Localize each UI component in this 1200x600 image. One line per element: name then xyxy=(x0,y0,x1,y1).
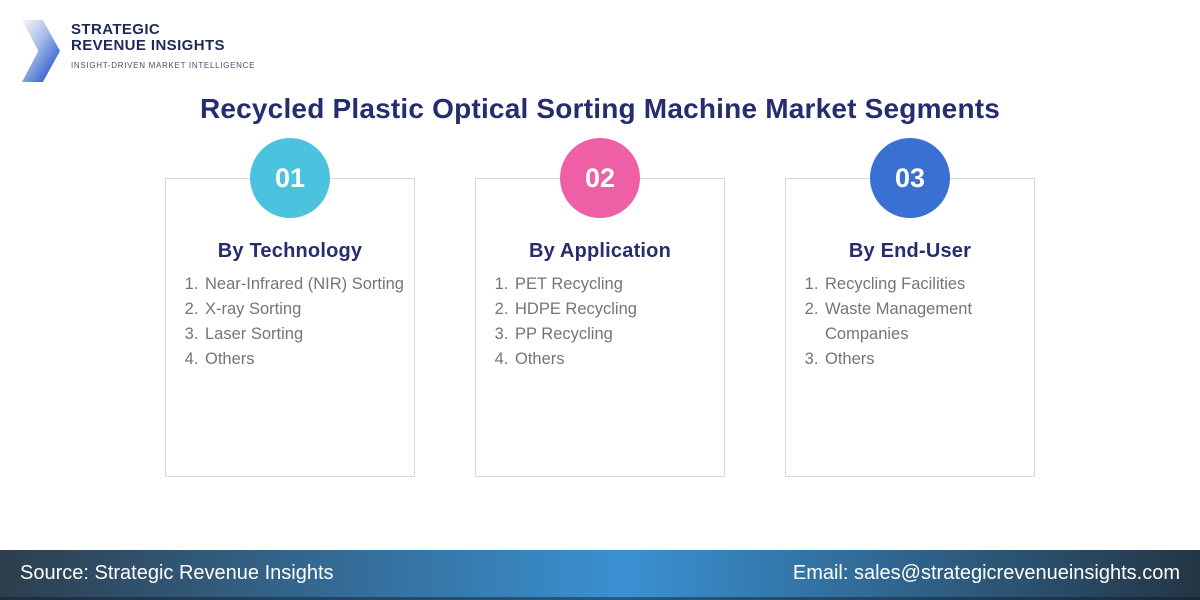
page-title: Recycled Plastic Optical Sorting Machine… xyxy=(199,93,1001,124)
segment-cards: 01 By Technology Near-Infrared (NIR) Sor… xyxy=(165,138,1035,477)
segment-list-item: Others xyxy=(203,347,404,372)
brand-tagline: INSIGHT-DRIVEN MARKET INTELLIGENCE xyxy=(71,61,256,70)
segment-list-item: Recycling Facilities xyxy=(823,272,1024,297)
segment-list-item: Others xyxy=(823,347,1024,372)
segment-card-end-user: 03 By End-User Recycling FacilitiesWaste… xyxy=(785,138,1035,477)
segment-card-technology: 01 By Technology Near-Infrared (NIR) Sor… xyxy=(165,138,415,477)
segment-list: Near-Infrared (NIR) SortingX-ray Sorting… xyxy=(182,272,404,372)
brand-name-line2: REVENUE INSIGHTS xyxy=(71,37,225,54)
footer-bar: Source: Strategic Revenue Insights Email… xyxy=(0,550,1200,600)
brand-logo: STRATEGIC REVENUE INSIGHTS INSIGHT-DRIVE… xyxy=(22,18,255,82)
segment-list-item: PET Recycling xyxy=(513,272,714,297)
segment-list: Recycling FacilitiesWaste Management Com… xyxy=(802,272,1024,372)
segment-heading: By Application xyxy=(528,240,672,262)
segment-list-item: Waste Management Companies xyxy=(823,297,1024,347)
segment-list: PET RecyclingHDPE RecyclingPP RecyclingO… xyxy=(492,272,714,372)
footer-bottom-edge xyxy=(0,597,1200,600)
segment-card-application: 02 By Application PET RecyclingHDPE Recy… xyxy=(475,138,725,477)
segment-list-item: HDPE Recycling xyxy=(513,297,714,322)
brand-logo-text: STRATEGIC REVENUE INSIGHTS INSIGHT-DRIVE… xyxy=(71,18,256,71)
brand-name-line1: STRATEGIC xyxy=(71,21,161,38)
segment-number-badge: 03 xyxy=(870,138,950,218)
segment-heading: By Technology xyxy=(217,240,363,262)
footer-email-text: Email: sales@strategicrevenueinsights.co… xyxy=(792,562,1180,584)
segment-number-badge: 02 xyxy=(560,138,640,218)
footer-source-text: Source: Strategic Revenue Insights xyxy=(20,562,334,584)
chevron-arrow-icon xyxy=(22,20,60,82)
segment-list-item: PP Recycling xyxy=(513,322,714,347)
segment-list-item: X-ray Sorting xyxy=(203,297,404,322)
segment-list-item: Others xyxy=(513,347,714,372)
segment-number-badge: 01 xyxy=(250,138,330,218)
segment-list-item: Near-Infrared (NIR) Sorting xyxy=(203,272,404,297)
segment-list-item: Laser Sorting xyxy=(203,322,404,347)
segment-heading: By End-User xyxy=(848,240,972,262)
